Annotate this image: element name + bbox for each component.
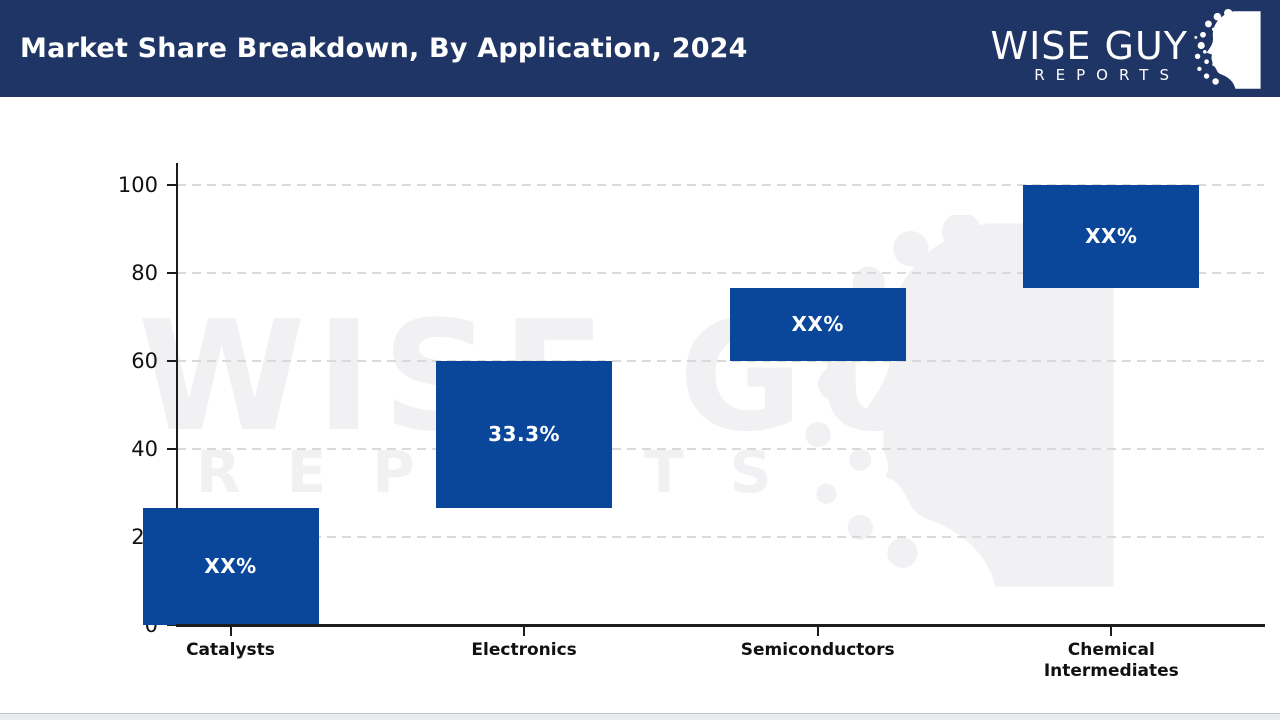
x-category-label: Semiconductors — [740, 640, 895, 660]
x-category-label: Electronics — [471, 640, 577, 660]
y-tick-mark — [167, 360, 176, 362]
bar-value-label: XX% — [1085, 224, 1138, 249]
logo-reports-text: REPORTS — [1034, 66, 1180, 84]
gridline-y60 — [177, 360, 1264, 362]
logo-wiseguy-text: WISE GUY — [990, 24, 1188, 68]
x-tick-mark — [1110, 627, 1113, 636]
x-tick-mark — [229, 627, 232, 636]
gridline-y80 — [177, 272, 1264, 274]
x-category-label: Chemical Intermediates — [1043, 640, 1179, 681]
bar-chemical-intermediates: XX% — [1023, 185, 1200, 288]
bar-value-label: XX% — [204, 554, 257, 579]
x-axis-line — [176, 624, 1265, 627]
bar-catalysts: XX% — [142, 507, 319, 625]
x-category-label: Catalysts — [186, 640, 275, 660]
y-tick-label: 80 — [131, 261, 158, 285]
bar-electronics: 33.3% — [436, 361, 613, 508]
y-tick-mark — [167, 624, 176, 626]
gridline-y40 — [177, 448, 1264, 450]
gridline-y100 — [177, 184, 1264, 186]
y-tick-label: 40 — [131, 437, 158, 461]
bar-value-label: 33.3% — [488, 422, 561, 447]
footer-strip — [0, 713, 1280, 720]
y-tick-mark — [167, 448, 176, 450]
bar-semiconductors: XX% — [729, 287, 906, 361]
y-tick-mark — [167, 272, 176, 274]
x-tick-mark — [523, 627, 526, 636]
wiseguy-logo: WISE GUY REPORTS — [991, 6, 1266, 92]
bar-value-label: XX% — [791, 312, 844, 337]
y-tick-label: 100 — [117, 173, 158, 197]
plot-area: 020406080100XX%Catalysts33.3%Electronics… — [0, 97, 1280, 714]
y-tick-mark — [167, 184, 176, 186]
x-tick-mark — [816, 627, 819, 636]
y-axis-spine — [176, 163, 178, 626]
header-band: Market Share Breakdown, By Application, … — [0, 0, 1280, 97]
y-tick-label: 60 — [131, 349, 158, 373]
logo-head-dots-icon — [1194, 8, 1261, 89]
page-title: Market Share Breakdown, By Application, … — [20, 33, 748, 64]
gridline-y20 — [177, 536, 1264, 538]
